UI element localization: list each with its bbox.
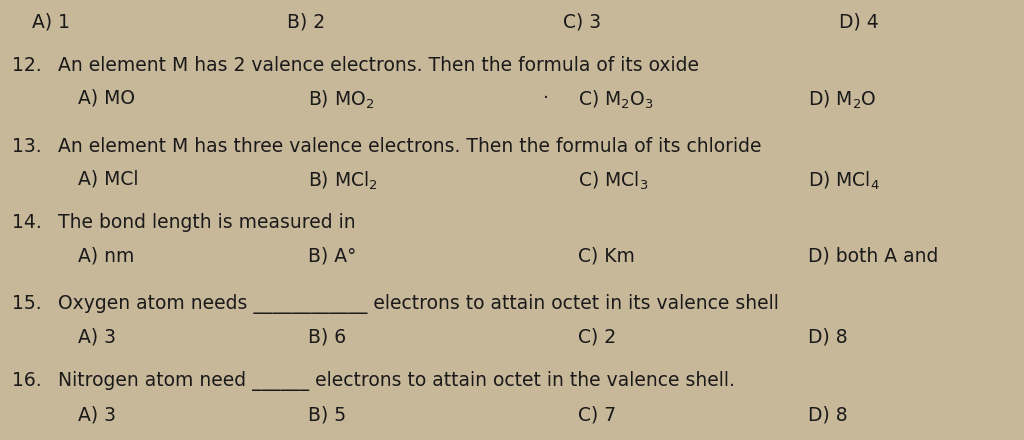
- Text: A) 3: A) 3: [78, 327, 116, 346]
- Text: B) MCl$_2$: B) MCl$_2$: [308, 170, 378, 192]
- Text: Oxygen atom needs ____________ electrons to attain octet in its valence shell: Oxygen atom needs ____________ electrons…: [57, 294, 778, 314]
- Text: C) MCl$_3$: C) MCl$_3$: [579, 170, 648, 192]
- Text: A) MO: A) MO: [78, 89, 135, 108]
- Text: 14.: 14.: [11, 213, 41, 232]
- Text: D) both A and: D) both A and: [808, 246, 939, 265]
- Text: A) MCl: A) MCl: [78, 170, 138, 189]
- Text: Nitrogen atom need ______ electrons to attain octet in the valence shell.: Nitrogen atom need ______ electrons to a…: [57, 371, 734, 391]
- Text: 13.: 13.: [11, 137, 41, 156]
- Text: D) MCl$_4$: D) MCl$_4$: [808, 170, 881, 192]
- Text: B) A°: B) A°: [308, 246, 356, 265]
- Text: 16.: 16.: [11, 371, 41, 390]
- Text: B) MO$_2$: B) MO$_2$: [308, 89, 374, 111]
- Text: C) 3: C) 3: [563, 12, 601, 31]
- Text: A) 3: A) 3: [78, 406, 116, 425]
- Text: D) 4: D) 4: [839, 12, 879, 31]
- Text: C) 2: C) 2: [579, 327, 616, 346]
- Text: B) 6: B) 6: [308, 327, 346, 346]
- Text: The bond length is measured in: The bond length is measured in: [57, 213, 355, 232]
- Text: An element M has 2 valence electrons. Then the formula of its oxide: An element M has 2 valence electrons. Th…: [57, 56, 698, 75]
- Text: C) M$_2$O$_3$: C) M$_2$O$_3$: [579, 89, 654, 111]
- Text: 12.: 12.: [11, 56, 41, 75]
- Text: A) 1: A) 1: [32, 12, 70, 31]
- Text: C) 7: C) 7: [579, 406, 616, 425]
- Text: 15.: 15.: [11, 294, 41, 313]
- Text: A) nm: A) nm: [78, 246, 134, 265]
- Text: D) 8: D) 8: [808, 327, 848, 346]
- Text: C) Km: C) Km: [579, 246, 635, 265]
- Text: ·: ·: [543, 89, 549, 108]
- Text: D) 8: D) 8: [808, 406, 848, 425]
- Text: An element M has three valence electrons. Then the formula of its chloride: An element M has three valence electrons…: [57, 137, 761, 156]
- Text: D) M$_2$O: D) M$_2$O: [808, 89, 877, 111]
- Text: B) 2: B) 2: [288, 12, 326, 31]
- Text: B) 5: B) 5: [308, 406, 346, 425]
